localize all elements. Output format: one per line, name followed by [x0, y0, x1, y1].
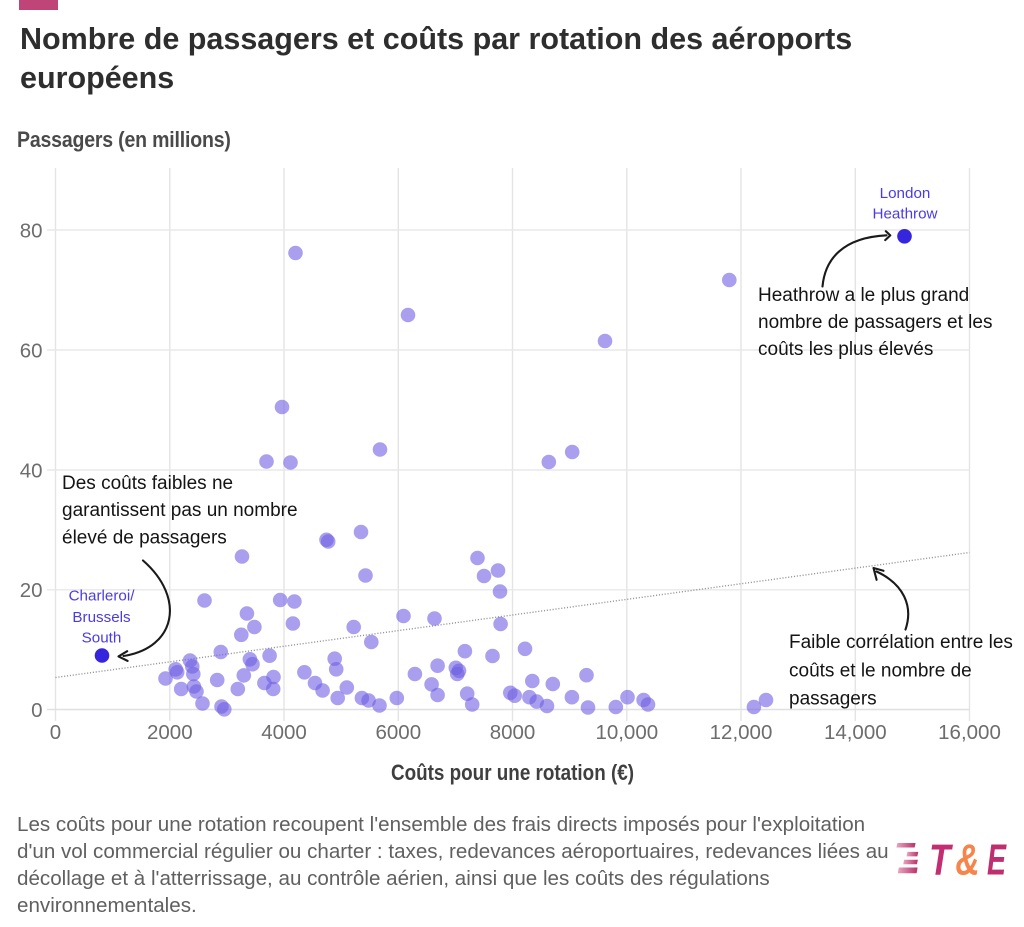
svg-text:élevé de passagers: élevé de passagers	[62, 528, 227, 549]
svg-text:coûts et le nombre de: coûts et le nombre de	[789, 661, 972, 682]
svg-text:0: 0	[50, 721, 61, 744]
svg-text:London: London	[880, 185, 931, 202]
svg-text:South: South	[82, 630, 122, 647]
svg-text:E: E	[987, 838, 1007, 880]
svg-text:garantissent pas un nombre: garantissent pas un nombre	[62, 500, 298, 521]
svg-text:Heathrow a le plus grand: Heathrow a le plus grand	[758, 285, 969, 306]
svg-text:14,000: 14,000	[824, 721, 887, 744]
svg-text:16,000: 16,000	[938, 721, 1001, 744]
svg-text:Faible corrélation entre les: Faible corrélation entre les	[789, 632, 1013, 653]
svg-text:Charleroi/: Charleroi/	[69, 588, 136, 605]
svg-text:Des coûts faibles ne: Des coûts faibles ne	[62, 473, 233, 494]
svg-text:80: 80	[20, 219, 43, 242]
svg-text:Heathrow: Heathrow	[873, 206, 938, 223]
svg-text:2000: 2000	[147, 721, 193, 744]
svg-text:T: T	[929, 838, 953, 880]
svg-text:Coûts pour une rotation (€): Coûts pour une rotation (€)	[391, 760, 634, 785]
svg-text:12,000: 12,000	[710, 721, 773, 744]
svg-text:6000: 6000	[375, 721, 421, 744]
svg-text:40: 40	[20, 459, 43, 482]
svg-text:0: 0	[31, 699, 42, 722]
svg-text:Brussels: Brussels	[72, 609, 131, 626]
svg-text:20: 20	[20, 579, 43, 602]
svg-text:8000: 8000	[490, 721, 536, 744]
svg-text:10,000: 10,000	[595, 721, 658, 744]
svg-text:nombre de passagers et les: nombre de passagers et les	[758, 312, 992, 333]
svg-text:passagers: passagers	[789, 689, 877, 710]
svg-text:&: &	[956, 838, 980, 880]
svg-text:coûts les plus élevés: coûts les plus élevés	[758, 339, 933, 360]
svg-text:60: 60	[20, 339, 43, 362]
svg-text:4000: 4000	[261, 721, 307, 744]
